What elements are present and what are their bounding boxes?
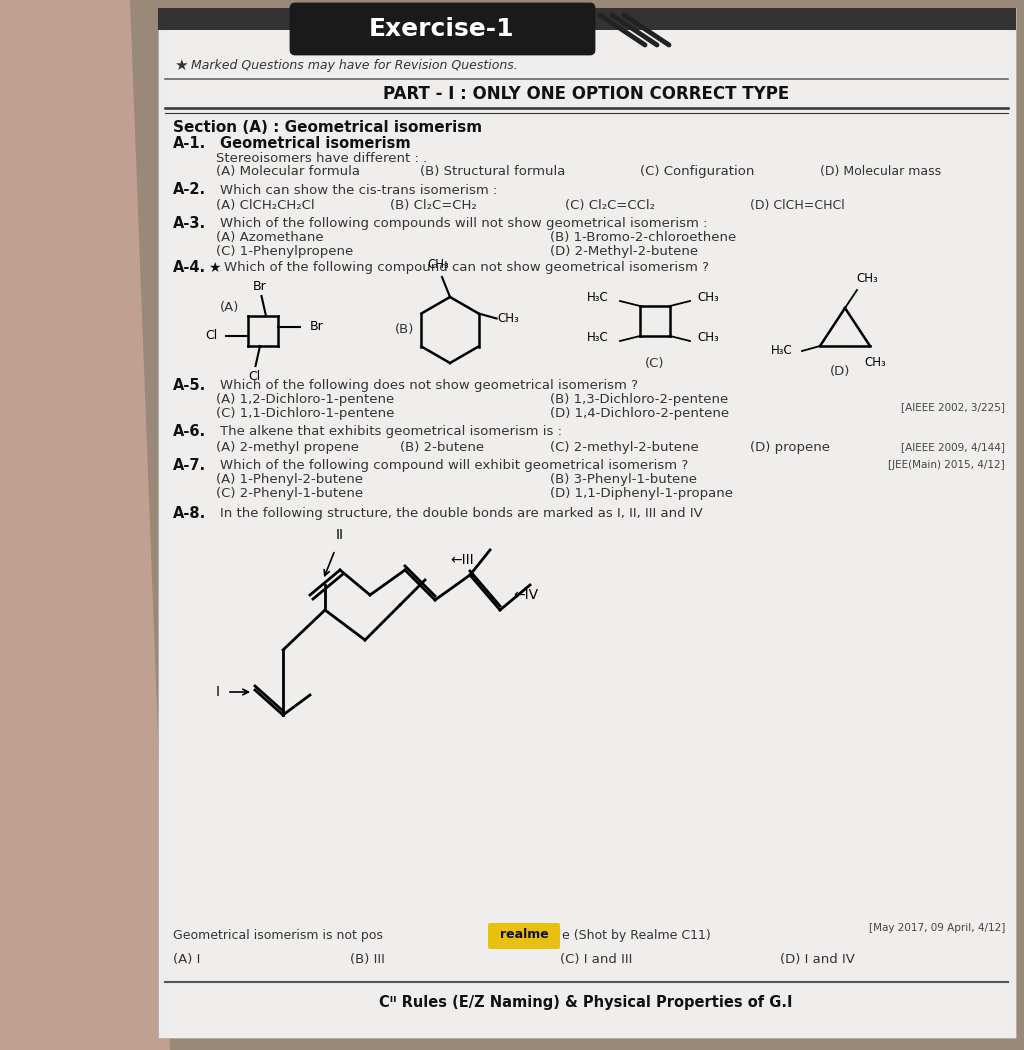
Text: (D) ClCH=CHCl: (D) ClCH=CHCl [750,198,845,211]
Text: (A) 1,2-Dichloro-1-pentene: (A) 1,2-Dichloro-1-pentene [216,394,394,406]
Text: e (Shot by Realme C11): e (Shot by Realme C11) [562,928,711,942]
Text: Br: Br [310,320,324,333]
Text: ★: ★ [208,261,220,275]
Text: Which of the following compound can not show geometrical isomerism ?: Which of the following compound can not … [224,261,709,274]
Text: (D) 1,4-Dichloro-2-pentene: (D) 1,4-Dichloro-2-pentene [550,407,729,420]
Text: CH₃: CH₃ [864,356,886,369]
Text: (B) 1,3-Dichloro-2-pentene: (B) 1,3-Dichloro-2-pentene [550,394,728,406]
Text: ←IV: ←IV [513,588,539,602]
Text: The alkene that exhibits geometrical isomerism is :: The alkene that exhibits geometrical iso… [220,425,562,439]
Text: A-5.: A-5. [173,378,206,393]
Text: (A): (A) [220,301,240,315]
Text: PART - I : ONLY ONE OPTION CORRECT TYPE: PART - I : ONLY ONE OPTION CORRECT TYPE [383,85,790,103]
Text: Stereoisomers have different : .: Stereoisomers have different : . [216,151,427,165]
Text: (B) 2-butene: (B) 2-butene [400,441,484,454]
Text: ★: ★ [174,58,187,72]
Text: Section (A) : Geometrical isomerism: Section (A) : Geometrical isomerism [173,120,482,134]
Text: (B): (B) [395,323,415,336]
Text: (C) 2-Phenyl-1-butene: (C) 2-Phenyl-1-butene [216,487,364,501]
Text: (B) Structural formula: (B) Structural formula [420,166,565,179]
Text: I: I [216,685,220,699]
Text: (B) III: (B) III [350,953,385,966]
Text: (C) 2-methyl-2-butene: (C) 2-methyl-2-butene [550,441,698,454]
Polygon shape [0,0,170,1050]
Text: ←III: ←III [450,553,474,567]
Text: A-4.: A-4. [173,260,206,275]
Text: [AIEEE 2002, 3/225]: [AIEEE 2002, 3/225] [901,402,1005,412]
Text: (D) I and IV: (D) I and IV [780,953,855,966]
Text: H₃C: H₃C [771,344,793,357]
Text: [May 2017, 09 April, 4/12]: [May 2017, 09 April, 4/12] [868,923,1005,933]
Text: (D) propene: (D) propene [750,441,830,454]
Bar [158,8,1016,30]
Text: A-8.: A-8. [173,506,206,522]
Text: (A) I: (A) I [173,953,201,966]
Text: Br: Br [253,279,267,293]
Text: (A) Azomethane: (A) Azomethane [216,231,324,245]
Text: (C) I and III: (C) I and III [560,953,633,966]
Text: (B) 3-Phenyl-1-butene: (B) 3-Phenyl-1-butene [550,474,697,486]
Text: (C) 1-Phenylpropene: (C) 1-Phenylpropene [216,246,353,258]
Text: Cl: Cl [248,370,260,382]
Text: [JEE(Main) 2015, 4/12]: [JEE(Main) 2015, 4/12] [888,460,1005,470]
FancyBboxPatch shape [168,8,1008,1038]
Text: CH₃: CH₃ [697,331,719,344]
Text: In the following structure, the double bonds are marked as I, II, III and IV: In the following structure, the double b… [220,507,702,521]
Text: [AIEEE 2009, 4/144]: [AIEEE 2009, 4/144] [901,442,1005,452]
Text: Exercise-1: Exercise-1 [370,17,515,41]
FancyBboxPatch shape [291,4,594,54]
Text: A-1.: A-1. [173,136,206,151]
Text: Geometrical isomerism is not pos: Geometrical isomerism is not pos [173,928,383,942]
FancyBboxPatch shape [158,8,1016,1038]
Text: Which of the following compounds will not show geometrical isomerism :: Which of the following compounds will no… [220,216,708,230]
Text: H₃C: H₃C [587,291,609,304]
Text: Marked Questions may have for Revision Questions.: Marked Questions may have for Revision Q… [191,59,518,71]
Text: Which can show the cis-trans isomerism :: Which can show the cis-trans isomerism : [220,184,498,196]
Text: (D): (D) [829,365,850,378]
Text: A-2.: A-2. [173,183,206,197]
Text: (A) Molecular formula: (A) Molecular formula [216,166,360,179]
Text: (C) 1,1-Dichloro-1-pentene: (C) 1,1-Dichloro-1-pentene [216,407,394,420]
Text: (B) 1-Bromo-2-chloroethene: (B) 1-Bromo-2-chloroethene [550,231,736,245]
Text: (C) Configuration: (C) Configuration [640,166,755,179]
Text: CH₃: CH₃ [697,291,719,304]
Text: Cl: Cl [206,329,218,342]
Text: (C) Cl₂C=CCl₂: (C) Cl₂C=CCl₂ [565,198,655,211]
Text: Which of the following compound will exhibit geometrical isomerism ?: Which of the following compound will exh… [220,459,688,471]
Text: realme: realme [500,928,549,942]
Text: II: II [336,528,344,542]
Text: (D) Molecular mass: (D) Molecular mass [820,166,941,179]
Text: (A) 1-Phenyl-2-butene: (A) 1-Phenyl-2-butene [216,474,362,486]
Text: H₃C: H₃C [587,331,609,344]
FancyBboxPatch shape [488,923,560,949]
Text: Cᴵᴵ Rules (E/Z Naming) & Physical Properties of G.I: Cᴵᴵ Rules (E/Z Naming) & Physical Proper… [379,994,793,1009]
Text: (C): (C) [645,357,665,371]
Text: (A) ClCH₂CH₂Cl: (A) ClCH₂CH₂Cl [216,198,314,211]
Text: (D) 2-Methyl-2-butene: (D) 2-Methyl-2-butene [550,246,698,258]
Text: Which of the following does not show geometrical isomerism ?: Which of the following does not show geo… [220,378,638,392]
Text: CH₃: CH₃ [498,312,519,324]
Text: A-3.: A-3. [173,215,206,231]
Text: (D) 1,1-Diphenyl-1-propane: (D) 1,1-Diphenyl-1-propane [550,487,733,501]
Text: (A) 2-methyl propene: (A) 2-methyl propene [216,441,359,454]
Text: A-7.: A-7. [173,458,206,472]
Text: Geometrical isomerism: Geometrical isomerism [220,136,411,151]
Text: A-6.: A-6. [173,424,206,440]
Text: CH₃: CH₃ [856,272,878,285]
Text: (B) Cl₂C=CH₂: (B) Cl₂C=CH₂ [390,198,477,211]
Text: CH₃: CH₃ [427,258,449,271]
